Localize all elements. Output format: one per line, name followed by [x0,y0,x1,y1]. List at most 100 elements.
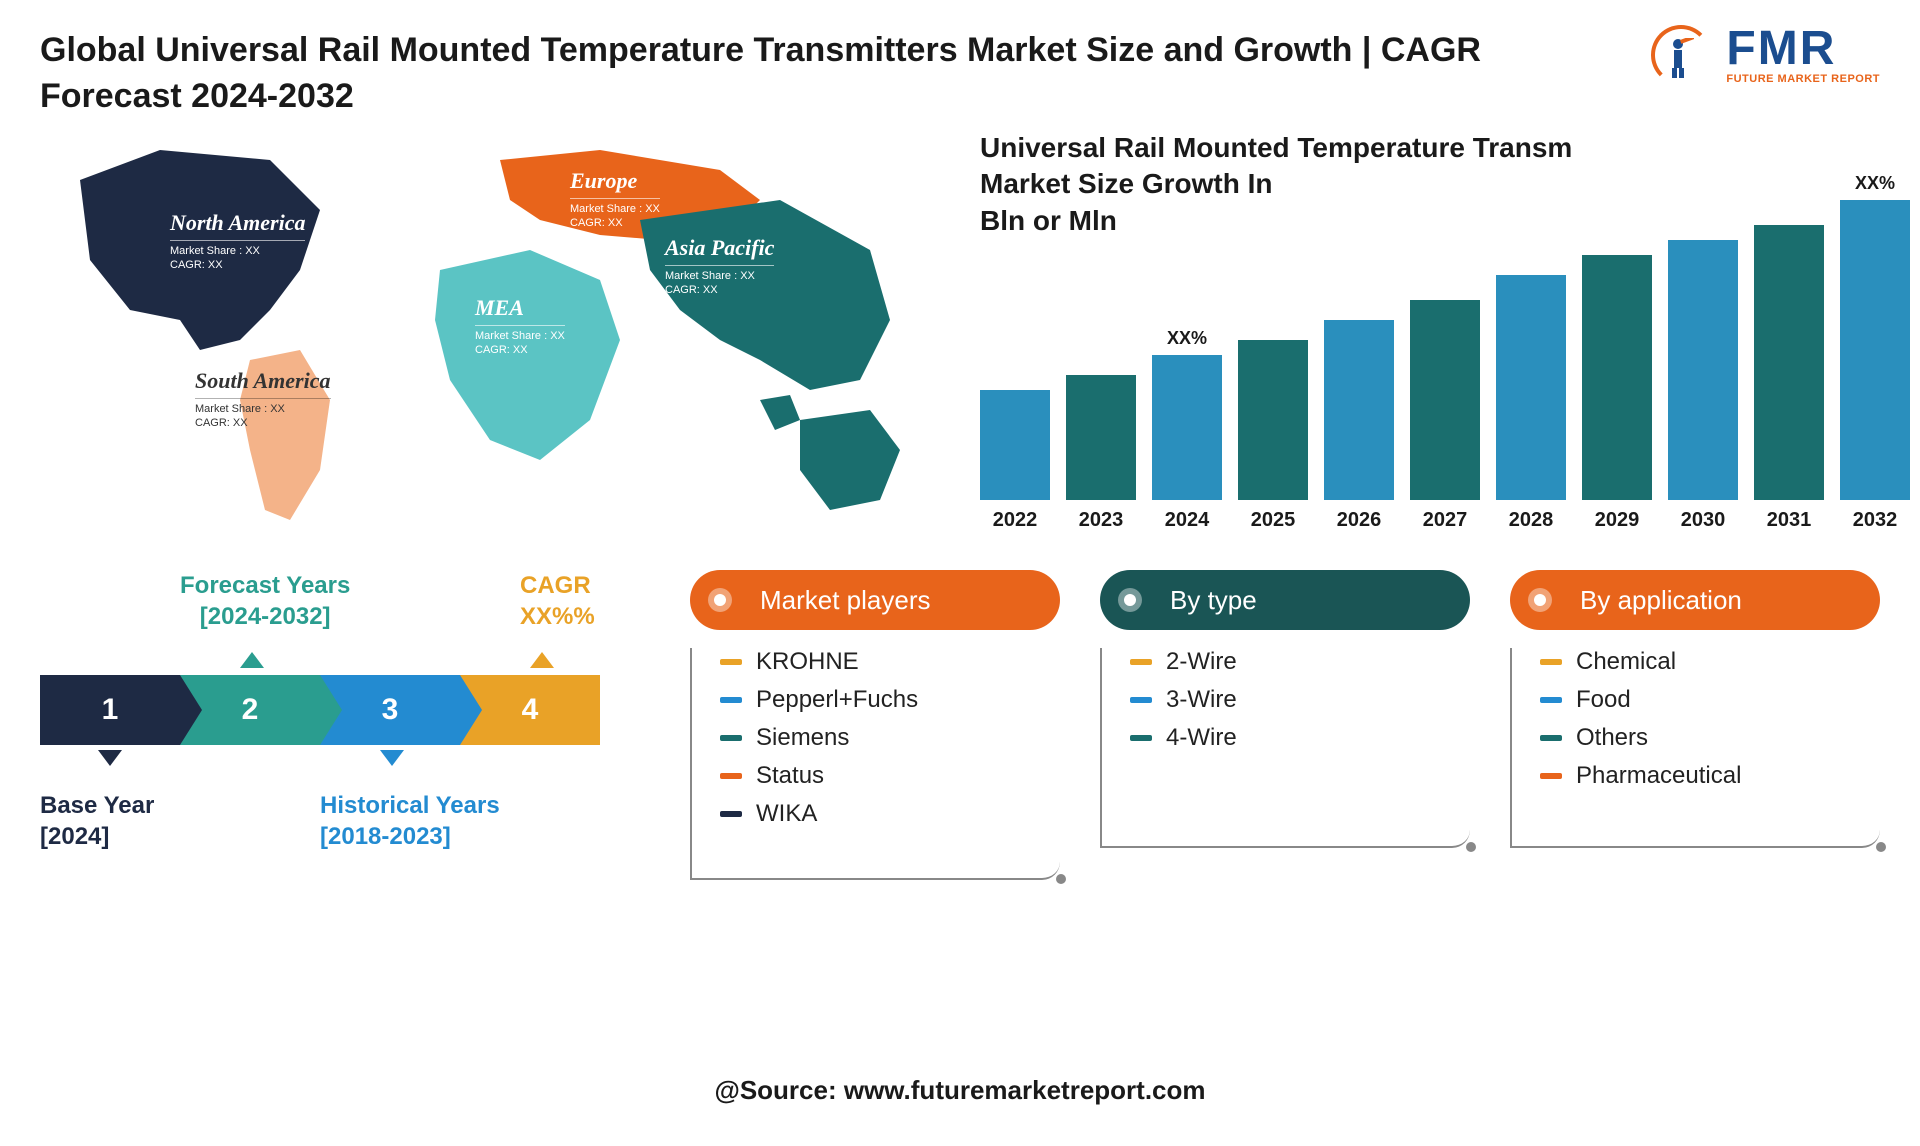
logo-text-main: FMR [1726,25,1880,73]
segment-item-label: Chemical [1576,648,1676,676]
bar-year-label: 2031 [1767,509,1812,532]
segment-body: Chemical Food Others Pharmaceutical [1510,648,1880,848]
bar-year-label: 2032 [1853,509,1898,532]
bar-2031: 2031 [1754,225,1824,500]
segment-market-players: Market players KROHNE Pepperl+Fuchs Siemens… [690,570,1060,880]
logo-icon [1646,20,1716,90]
segment-item: Status [720,762,1040,790]
bar-rect [1668,240,1738,500]
segment-item: Pharmaceutical [1540,762,1860,790]
cagr-pointer-icon [530,652,554,668]
region-label-mea: MEAMarket Share : XXCAGR: XX [475,295,565,358]
segment-by-type: By type 2-Wire 3-Wire 4-Wire [1100,570,1470,880]
bar-2032: 2032XX% [1840,200,1910,500]
bar-2030: 2030 [1668,240,1738,500]
forecast-years-label: Forecast Years[2024-2032] [180,570,350,632]
base-pointer-icon [98,750,122,766]
source-attribution: @Source: www.futuremarketreport.com [0,1075,1920,1106]
segment-item: 2-Wire [1130,648,1450,676]
region-label-south-america: South AmericaMarket Share : XXCAGR: XX [195,368,331,431]
dash-icon [1540,773,1562,779]
bars-container: 202220232024XX%2025202620272028202920302… [980,200,1910,500]
bar-annotation: XX% [1855,173,1895,194]
bar-year-label: 2028 [1509,509,1554,532]
region-label-asia-pacific: Asia PacificMarket Share : XXCAGR: XX [665,235,774,298]
region-label-europe: EuropeMarket Share : XXCAGR: XX [570,168,660,231]
dot-icon [1528,588,1552,612]
segment-item-label: Others [1576,724,1648,752]
dash-icon [1130,697,1152,703]
segment-item-label: Status [756,762,824,790]
segment-item-label: Food [1576,686,1631,714]
telescope-icon [1668,38,1694,78]
timeline-segment-1: 1 [40,675,180,745]
dash-icon [720,811,742,817]
bar-rect [1152,355,1222,500]
segment-item-label: Pharmaceutical [1576,762,1741,790]
bar-rect [1496,275,1566,500]
bar-rect [1582,255,1652,500]
bar-2029: 2029 [1582,255,1652,500]
logo-text-sub: FUTURE MARKET REPORT [1726,73,1880,85]
dash-icon [1540,735,1562,741]
segment-item: 3-Wire [1130,686,1450,714]
segment-item-label: 2-Wire [1166,648,1237,676]
bar-year-label: 2030 [1681,509,1726,532]
segment-pill: By type [1100,570,1470,630]
forecast-pointer-icon [240,652,264,668]
segment-item: Food [1540,686,1860,714]
page-header: Global Universal Rail Mounted Temperatur… [40,28,1570,120]
timeline-bar: 1234 [40,675,600,745]
segment-item-label: 3-Wire [1166,686,1237,714]
cagr-label: CAGRXX%% [520,570,595,632]
bar-rect [1840,200,1910,500]
segment-pill: Market players [690,570,1060,630]
bar-annotation: XX% [1167,328,1207,349]
segment-item: Siemens [720,724,1040,752]
bar-2025: 2025 [1238,340,1308,500]
bar-year-label: 2029 [1595,509,1640,532]
segment-item: Others [1540,724,1860,752]
bar-rect [1410,300,1480,500]
segment-by-application: By application Chemical Food Others Pharmace… [1510,570,1880,880]
bar-2028: 2028 [1496,275,1566,500]
bar-2027: 2027 [1410,300,1480,500]
segment-item-label: Siemens [756,724,849,752]
segment-item: KROHNE [720,648,1040,676]
bar-year-label: 2023 [1079,509,1124,532]
segment-body: KROHNE Pepperl+Fuchs Siemens Status WIKA [690,648,1060,880]
region-label-north-america: North AmericaMarket Share : XXCAGR: XX [170,210,305,273]
bar-year-label: 2027 [1423,509,1468,532]
bar-rect [1754,225,1824,500]
segment-item-label: KROHNE [756,648,859,676]
bar-2026: 2026 [1324,320,1394,500]
dot-icon [1118,588,1142,612]
segment-body: 2-Wire 3-Wire 4-Wire [1100,648,1470,848]
segment-item: Pepperl+Fuchs [720,686,1040,714]
bar-rect [1066,375,1136,500]
bar-2023: 2023 [1066,375,1136,500]
bar-year-label: 2026 [1337,509,1382,532]
bar-rect [1238,340,1308,500]
segment-item: Chemical [1540,648,1860,676]
segment-item-label: 4-Wire [1166,724,1237,752]
dash-icon [1540,659,1562,665]
bar-rect [1324,320,1394,500]
bar-year-label: 2025 [1251,509,1296,532]
bar-year-label: 2022 [993,509,1038,532]
world-map: North AmericaMarket Share : XXCAGR: XX So… [40,140,940,540]
page-title: Global Universal Rail Mounted Temperatur… [40,28,1570,120]
segment-pill: By application [1510,570,1880,630]
fmr-logo: FMR FUTURE MARKET REPORT [1646,20,1880,90]
bar-rect [980,390,1050,500]
bar-2024: 2024XX% [1152,355,1222,500]
segments-area: Market players KROHNE Pepperl+Fuchs Siemens… [690,570,1880,880]
hist-pointer-icon [380,750,404,766]
segment-item: 4-Wire [1130,724,1450,752]
segment-item-label: WIKA [756,800,817,828]
segment-item-label: Pepperl+Fuchs [756,686,918,714]
dash-icon [1130,735,1152,741]
dash-icon [1130,659,1152,665]
historical-years-label: Historical Years[2018-2023] [320,790,500,852]
segment-item: WIKA [720,800,1040,828]
